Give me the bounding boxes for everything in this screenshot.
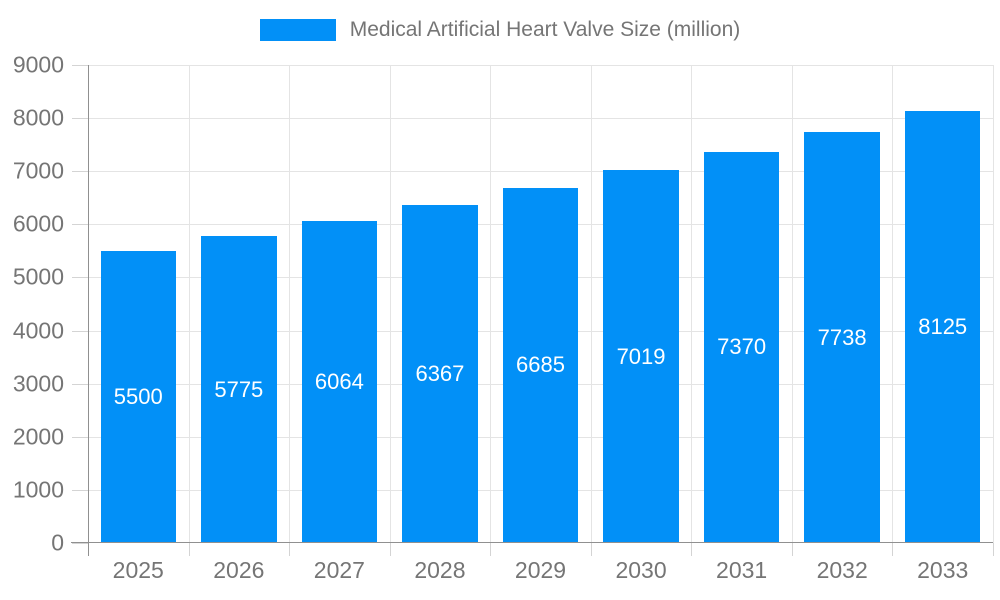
x-axis-tick (188, 543, 190, 556)
x-axis-label: 2026 (213, 557, 265, 583)
y-axis-label: 9000 (12, 51, 64, 78)
bar[interactable]: 6064 (301, 220, 378, 543)
x-axis-tick (590, 543, 592, 556)
x-axis-label: 2029 (514, 557, 567, 583)
bar[interactable]: 7738 (804, 132, 880, 543)
bar-value-label: 6064 (314, 368, 364, 394)
gridline-vertical (289, 65, 291, 543)
x-axis-tick (892, 543, 894, 556)
y-axis-label: 4000 (12, 317, 64, 344)
bar[interactable]: 7019 (603, 170, 679, 543)
x-axis-tick (691, 543, 693, 556)
gridline-horizontal (88, 171, 993, 173)
x-axis-tick (791, 543, 793, 556)
chart-legend: Medical Artificial Heart Valve Size (mil… (0, 18, 1000, 42)
y-axis-tick (72, 277, 88, 279)
bar-value-label: 7019 (616, 343, 666, 369)
x-axis-tick (490, 543, 492, 556)
plot-area: 0 1000 2000 3000 4000 5000 6000 7000 8000 9000 550… (13, 53, 994, 582)
gridline-vertical (389, 65, 391, 543)
gridline-horizontal (88, 118, 993, 120)
bar-value-label: 7738 (817, 324, 867, 350)
bar[interactable]: 7370 (703, 151, 780, 543)
gridline-vertical (188, 65, 190, 543)
y-axis-tick (72, 489, 88, 491)
y-axis-tick (72, 65, 88, 66)
gridline-horizontal (88, 65, 993, 66)
y-axis-label: 5000 (12, 263, 64, 290)
bar-value-label: 7370 (717, 334, 767, 360)
bar-value-label: 8125 (918, 314, 968, 340)
gridline-vertical (490, 65, 492, 543)
x-axis-label: 2025 (112, 557, 164, 583)
bar-value-label: 6367 (415, 360, 465, 386)
bar-value-label: 5775 (214, 376, 264, 402)
y-axis-label: 6000 (12, 210, 64, 237)
gridline-vertical (691, 65, 693, 543)
bar[interactable]: 6367 (402, 204, 478, 543)
y-axis-label: 0 (51, 529, 64, 556)
y-axis-tick (72, 543, 88, 544)
bar-value-label: 5500 (113, 383, 163, 409)
x-axis-label: 2028 (414, 557, 466, 583)
y-axis-tick (72, 383, 88, 385)
y-axis-tick (72, 224, 88, 226)
x-axis-tick (289, 543, 291, 556)
y-axis-label: 7000 (12, 157, 64, 184)
y-axis-label: 3000 (12, 370, 64, 397)
y-axis-label: 2000 (12, 423, 64, 450)
gridline-vertical (892, 65, 894, 543)
bar[interactable]: 6685 (502, 187, 579, 543)
x-axis-line (71, 542, 993, 543)
gridline-vertical (590, 65, 592, 543)
y-axis-tick (72, 436, 88, 438)
y-axis-tick (72, 118, 88, 120)
bar[interactable]: 8125 (905, 111, 981, 543)
x-axis-label: 2031 (716, 557, 768, 583)
gridline-vertical (993, 65, 994, 543)
y-axis-label: 1000 (12, 476, 64, 503)
x-axis-tick (993, 543, 994, 556)
bar-value-label: 6685 (516, 352, 565, 378)
gridline-vertical (791, 65, 793, 543)
legend-label[interactable]: Medical Artificial Heart Valve Size (mil… (349, 18, 741, 41)
x-axis-label: 2033 (917, 557, 969, 583)
y-axis-tick (72, 330, 88, 332)
x-axis-label: 2030 (615, 557, 667, 583)
y-axis-line (88, 65, 89, 556)
bar[interactable]: 5775 (201, 236, 277, 543)
bar[interactable]: 5500 (100, 250, 176, 543)
x-axis-tick (389, 543, 391, 556)
legend-swatch[interactable] (259, 19, 336, 41)
x-axis-label: 2027 (313, 557, 365, 583)
y-axis-label: 8000 (12, 104, 64, 131)
x-axis-label: 2032 (816, 557, 868, 583)
y-axis-tick (72, 171, 88, 173)
